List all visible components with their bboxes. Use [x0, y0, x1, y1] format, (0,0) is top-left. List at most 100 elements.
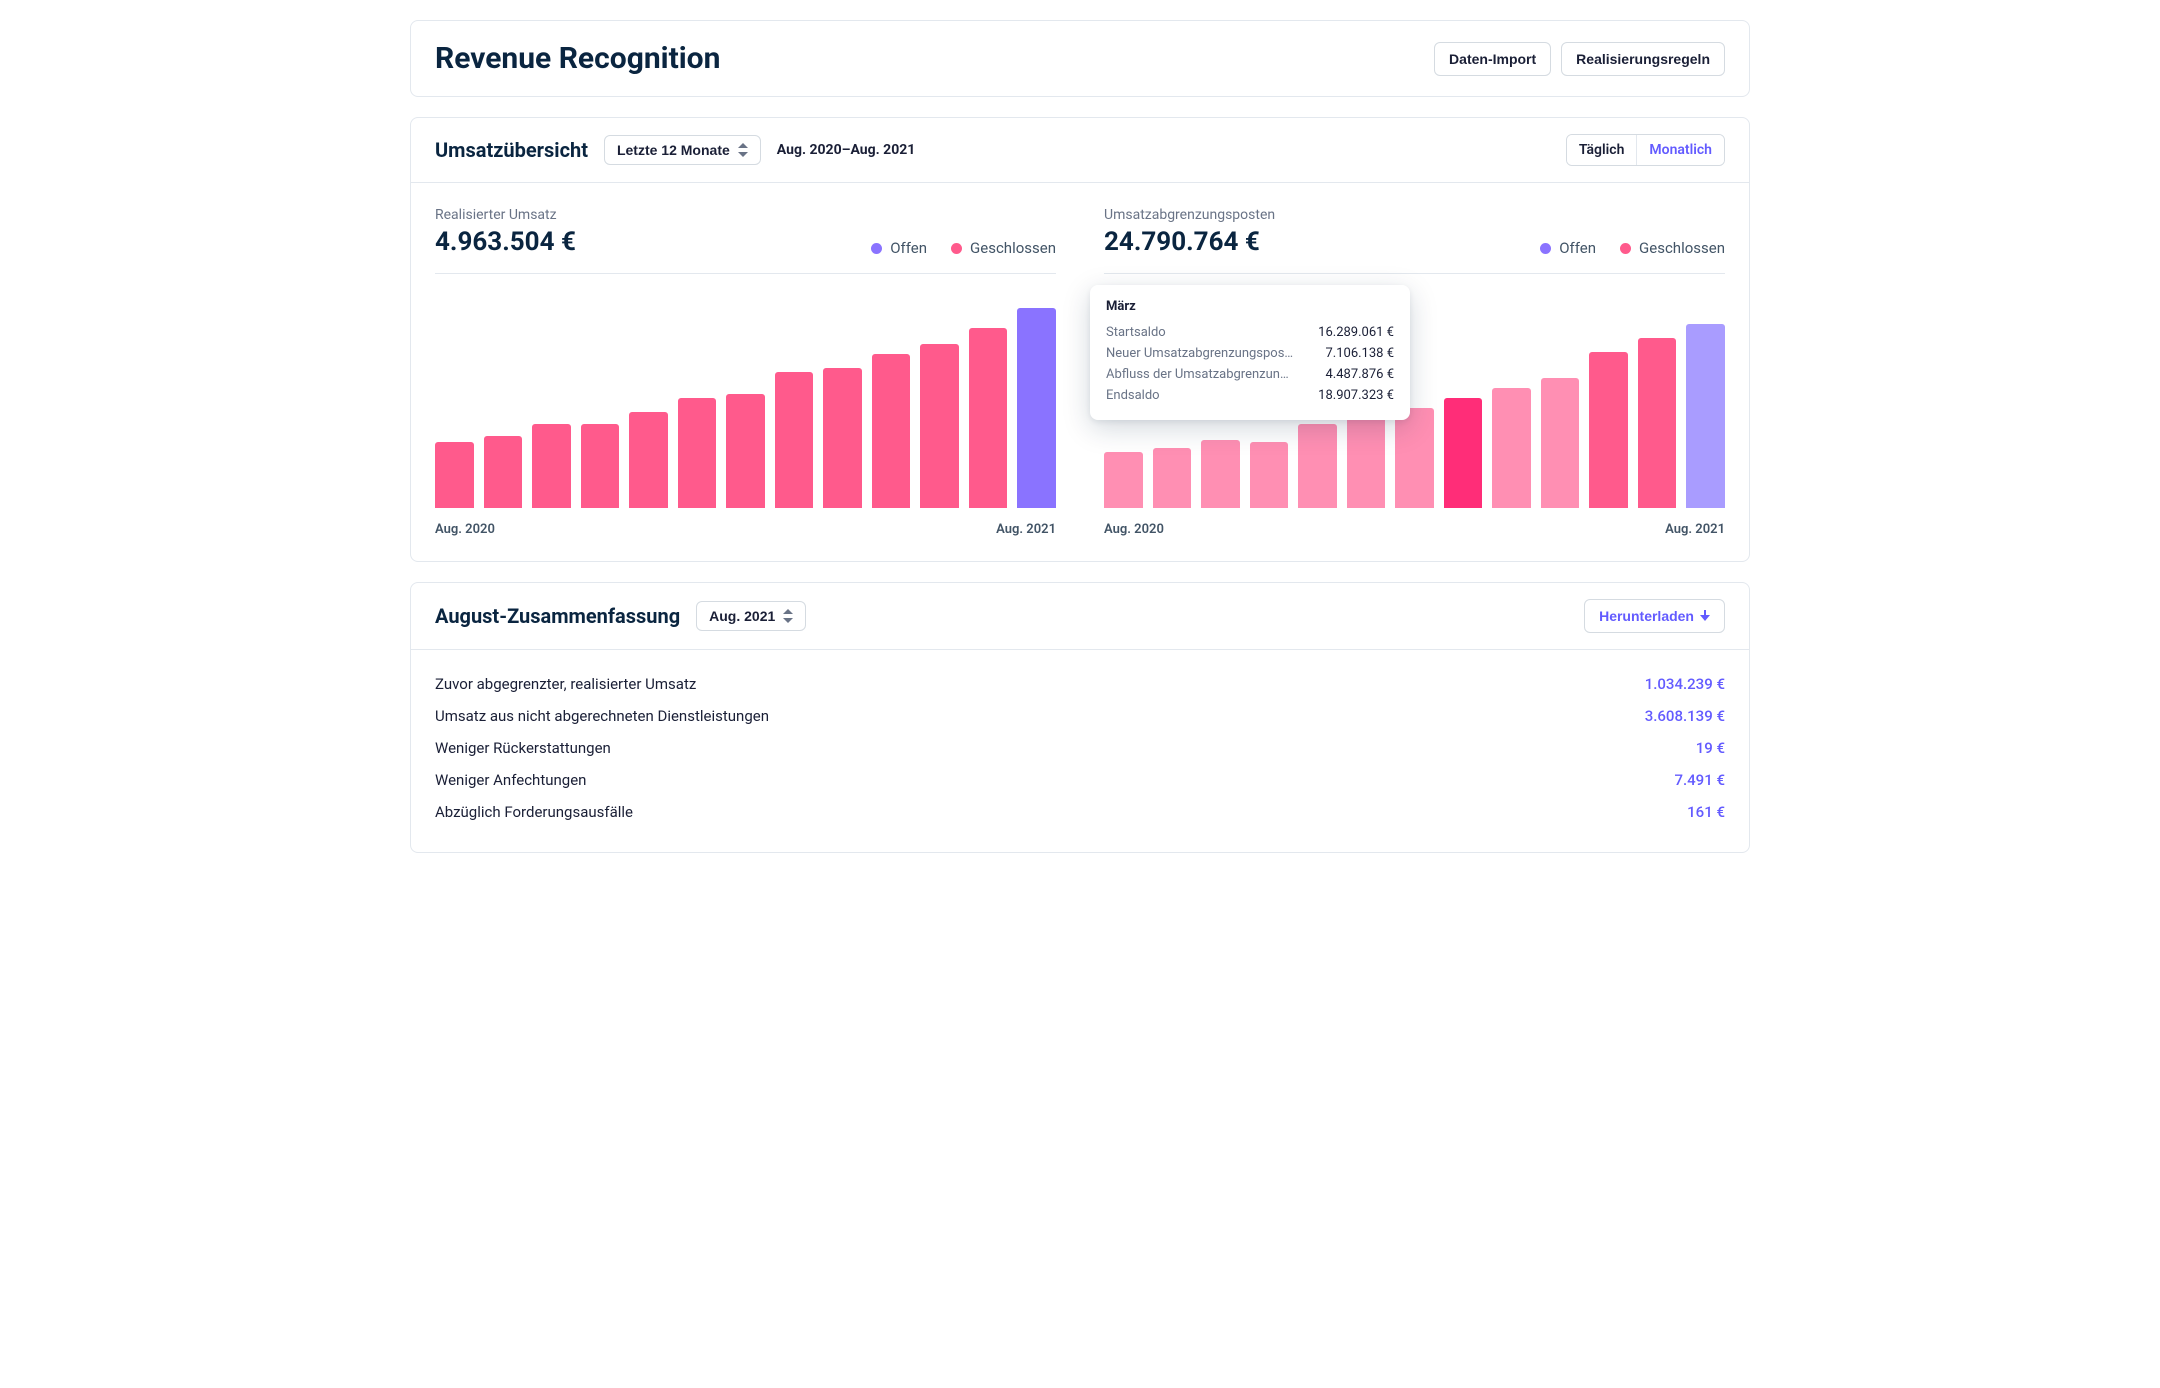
tooltip-label: Endsaldo [1106, 388, 1160, 403]
period-selector[interactable]: Letzte 12 Monate [604, 135, 761, 165]
tooltip-row: Neuer Umsatzabgrenzungspos… 7.106.138 € [1106, 343, 1394, 364]
summary-label: Weniger Anfechtungen [435, 771, 586, 789]
chart-bar[interactable] [1444, 398, 1483, 508]
chart-legend: Offen Geschlossen [871, 239, 1056, 257]
month-selector[interactable]: Aug. 2021 [696, 601, 806, 631]
chart-bar[interactable] [1589, 352, 1628, 508]
summary-value[interactable]: 3.608.139 € [1645, 707, 1725, 725]
chevron-sort-icon [783, 609, 793, 623]
granularity-toggle: Täglich Monatlich [1566, 134, 1725, 166]
axis-end: Aug. 2021 [996, 522, 1056, 537]
summary-body: Zuvor abgegrenzter, realisierter Umsatz 1… [411, 650, 1749, 852]
tooltip-label: Abfluss der Umsatzabgrenzun… [1106, 367, 1289, 382]
dot-closed-icon [1620, 243, 1631, 254]
summary-title: August-Zusammenfassung [435, 604, 680, 628]
dot-closed-icon [951, 243, 962, 254]
chart-bar[interactable] [775, 372, 814, 508]
chart-bar[interactable] [1201, 440, 1240, 508]
metric-label: Realisierter Umsatz [435, 207, 576, 223]
summary-value[interactable]: 161 € [1687, 803, 1725, 821]
page-header: Revenue Recognition Daten-Import Realisi… [410, 20, 1750, 97]
bars-area [435, 278, 1056, 508]
summary-row: Abzüglich Forderungsausfälle 161 € [435, 796, 1725, 828]
page-title: Revenue Recognition [435, 41, 720, 76]
chart-bar[interactable] [872, 354, 911, 508]
chart-bar[interactable] [435, 442, 474, 508]
tooltip-row: Abfluss der Umsatzabgrenzun…4.487.876 € [1106, 364, 1394, 385]
download-label: Herunterladen [1599, 608, 1694, 624]
chart-bar[interactable] [1395, 408, 1434, 508]
dot-open-icon [1540, 243, 1551, 254]
overview-header: Umsatzübersicht Letzte 12 Monate Aug. 20… [411, 118, 1749, 183]
header-actions: Daten-Import Realisierungsregeln [1434, 42, 1725, 76]
tooltip-label: Neuer Umsatzabgrenzungspos… [1106, 346, 1293, 361]
chart-bar[interactable] [629, 412, 668, 508]
summary-card: August-Zusammenfassung Aug. 2021 Herunte… [410, 582, 1750, 853]
chart-legend: Offen Geschlossen [1540, 239, 1725, 257]
chart-bar[interactable] [823, 368, 862, 508]
summary-label: Weniger Rückerstattungen [435, 739, 611, 757]
summary-label: Abzüglich Forderungsausfälle [435, 803, 633, 821]
month-selector-label: Aug. 2021 [709, 608, 775, 624]
axis-start: Aug. 2020 [1104, 522, 1164, 537]
chart-bar[interactable] [1250, 442, 1289, 508]
legend-closed: Geschlossen [951, 239, 1056, 257]
toggle-monthly[interactable]: Monatlich [1636, 135, 1724, 165]
metric-value: 24.790.764 € [1104, 227, 1275, 257]
axis-end: Aug. 2021 [1665, 522, 1725, 537]
chart-bar[interactable] [532, 424, 571, 508]
chart-bar[interactable] [678, 398, 717, 508]
realization-rules-button[interactable]: Realisierungsregeln [1561, 42, 1725, 76]
tooltip-value: 16.289.061 € [1318, 325, 1394, 340]
download-button[interactable]: Herunterladen [1584, 599, 1725, 633]
overview-card: Umsatzübersicht Letzte 12 Monate Aug. 20… [410, 117, 1750, 562]
summary-value[interactable]: 7.491 € [1674, 771, 1725, 789]
chart-realized-revenue: Realisierter Umsatz 4.963.504 € Offen Ge… [435, 207, 1056, 537]
chart-bar[interactable] [1541, 378, 1580, 508]
tooltip-value: 7.106.138 € [1325, 346, 1394, 361]
metric-label: Umsatzabgrenzungsposten [1104, 207, 1275, 223]
charts-row: Realisierter Umsatz 4.963.504 € Offen Ge… [411, 183, 1749, 561]
data-import-button[interactable]: Daten-Import [1434, 42, 1551, 76]
chart-bar[interactable] [484, 436, 523, 508]
chart-bar[interactable] [1153, 448, 1192, 508]
chart-bar[interactable] [969, 328, 1008, 508]
chart-bar[interactable] [1104, 452, 1143, 508]
chart-bar[interactable] [726, 394, 765, 508]
chart-bar[interactable] [920, 344, 959, 508]
period-selector-label: Letzte 12 Monate [617, 142, 730, 158]
summary-value[interactable]: 19 € [1696, 739, 1725, 757]
chart-bar[interactable] [581, 424, 620, 508]
chart-bar[interactable] [1492, 388, 1531, 508]
overview-title: Umsatzübersicht [435, 138, 588, 162]
chart-deferred-revenue: Umsatzabgrenzungsposten 24.790.764 € Off… [1104, 207, 1725, 537]
chart-bar[interactable] [1298, 424, 1337, 508]
tooltip-row: Endsaldo 18.907.323 € [1106, 385, 1394, 406]
legend-open: Offen [1540, 239, 1596, 257]
summary-row: Umsatz aus nicht abgerechneten Dienstlei… [435, 700, 1725, 732]
toggle-daily[interactable]: Täglich [1567, 135, 1637, 165]
summary-label: Umsatz aus nicht abgerechneten Dienstlei… [435, 707, 769, 725]
chart-bar[interactable] [1686, 324, 1725, 508]
chart-bar[interactable] [1017, 308, 1056, 508]
download-icon [1700, 610, 1710, 622]
chart-bar[interactable] [1638, 338, 1677, 508]
tooltip-row: Startsaldo 16.289.061 € [1106, 322, 1394, 343]
summary-label: Zuvor abgegrenzter, realisierter Umsatz [435, 675, 696, 693]
axis-row: Aug. 2020 Aug. 2021 [1104, 522, 1725, 537]
dot-open-icon [871, 243, 882, 254]
tooltip-label: Startsaldo [1106, 325, 1166, 340]
summary-header: August-Zusammenfassung Aug. 2021 Herunte… [411, 583, 1749, 650]
tooltip-title: März [1106, 299, 1394, 314]
summary-value[interactable]: 1.034.239 € [1645, 675, 1725, 693]
summary-row: Weniger Rückerstattungen 19 € [435, 732, 1725, 764]
axis-row: Aug. 2020 Aug. 2021 [435, 522, 1056, 537]
chart-bar[interactable] [1347, 416, 1386, 508]
axis-start: Aug. 2020 [435, 522, 495, 537]
date-range-text: Aug. 2020–Aug. 2021 [777, 142, 916, 158]
metric-value: 4.963.504 € [435, 227, 576, 257]
summary-row: Zuvor abgegrenzter, realisierter Umsatz 1… [435, 668, 1725, 700]
legend-closed: Geschlossen [1620, 239, 1725, 257]
chart-tooltip: März Startsaldo 16.289.061 € Neuer Umsatza… [1090, 285, 1410, 420]
tooltip-value: 18.907.323 € [1318, 388, 1394, 403]
